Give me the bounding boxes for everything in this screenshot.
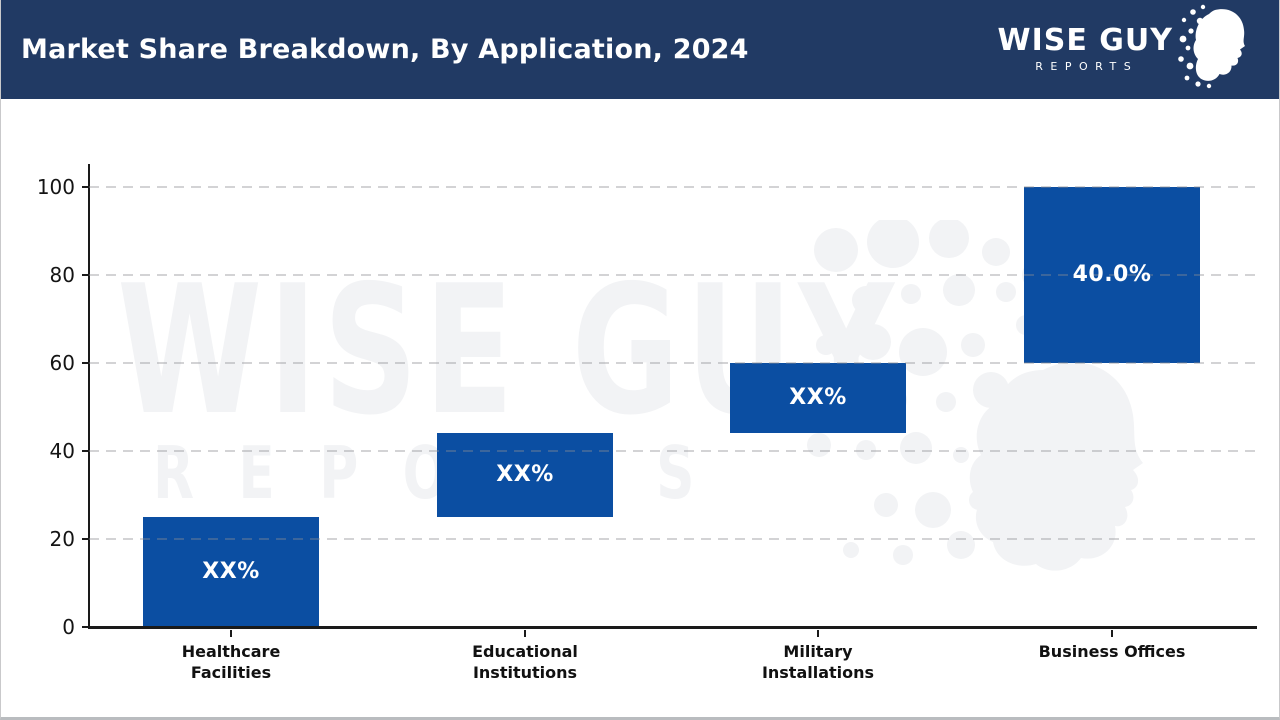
- y-tick-40: [82, 450, 89, 452]
- y-tick-80: [82, 274, 89, 276]
- bar-value-label: 40.0%: [1072, 262, 1152, 287]
- category-label-line: Educational: [472, 642, 578, 661]
- y-tick-label-80: 80: [49, 263, 75, 287]
- y-tick-100: [82, 186, 89, 188]
- page-title: Market Share Breakdown, By Application, …: [21, 34, 749, 65]
- logo-text: WISE GUY REPORTS: [997, 23, 1173, 74]
- y-tick-0: [82, 626, 89, 628]
- header: Market Share Breakdown, By Application, …: [1, 0, 1279, 99]
- y-tick-label-100: 100: [36, 175, 75, 199]
- gridline-60: [89, 362, 1257, 364]
- bar-value-label: XX%: [789, 385, 847, 411]
- gridline-20: [89, 538, 1257, 540]
- category-label-line: Installations: [761, 663, 875, 682]
- logo-wordmark: WISE GUY: [997, 23, 1173, 58]
- y-tick-label-20: 20: [49, 527, 75, 551]
- wise-guy-logo: WISE GUY REPORTS: [997, 4, 1253, 90]
- y-tick-label-60: 60: [49, 351, 75, 375]
- category-label: Educational Institutions: [410, 641, 640, 683]
- bar-segment: [143, 517, 319, 627]
- bar-value-label: XX%: [202, 559, 260, 584]
- y-tick-label-0: 0: [62, 615, 75, 639]
- x-tick: [1111, 630, 1113, 637]
- y-tick-60: [82, 362, 89, 364]
- category-label: Business Offices: [997, 641, 1227, 662]
- category-label-line: Facilities: [190, 663, 272, 682]
- y-axis-spine: [88, 164, 90, 629]
- logo-face-icon: [1178, 4, 1245, 88]
- gridline-100: [89, 186, 1257, 188]
- bar-value-label: XX%: [496, 462, 554, 488]
- bar-segment: [1024, 187, 1200, 363]
- category-label-line: Healthcare: [181, 642, 281, 661]
- x-tick: [230, 630, 232, 637]
- logo-subtext: REPORTS: [1035, 60, 1139, 73]
- category-label-line: Business Offices: [1038, 642, 1186, 661]
- y-tick-label-40: 40: [49, 439, 75, 463]
- x-tick: [817, 630, 819, 637]
- gridline-80: [89, 274, 1257, 276]
- x-axis-spine: [88, 626, 1257, 629]
- bar-segment: [437, 433, 613, 517]
- y-tick-20: [82, 538, 89, 540]
- x-tick: [524, 630, 526, 637]
- category-label-line: Military: [783, 642, 853, 661]
- category-label: Healthcare Facilities: [116, 641, 346, 683]
- category-label-line: Institutions: [472, 663, 578, 682]
- bar-segment: [730, 363, 906, 434]
- gridline-40: [89, 450, 1257, 452]
- category-label: Military Installations: [703, 641, 933, 683]
